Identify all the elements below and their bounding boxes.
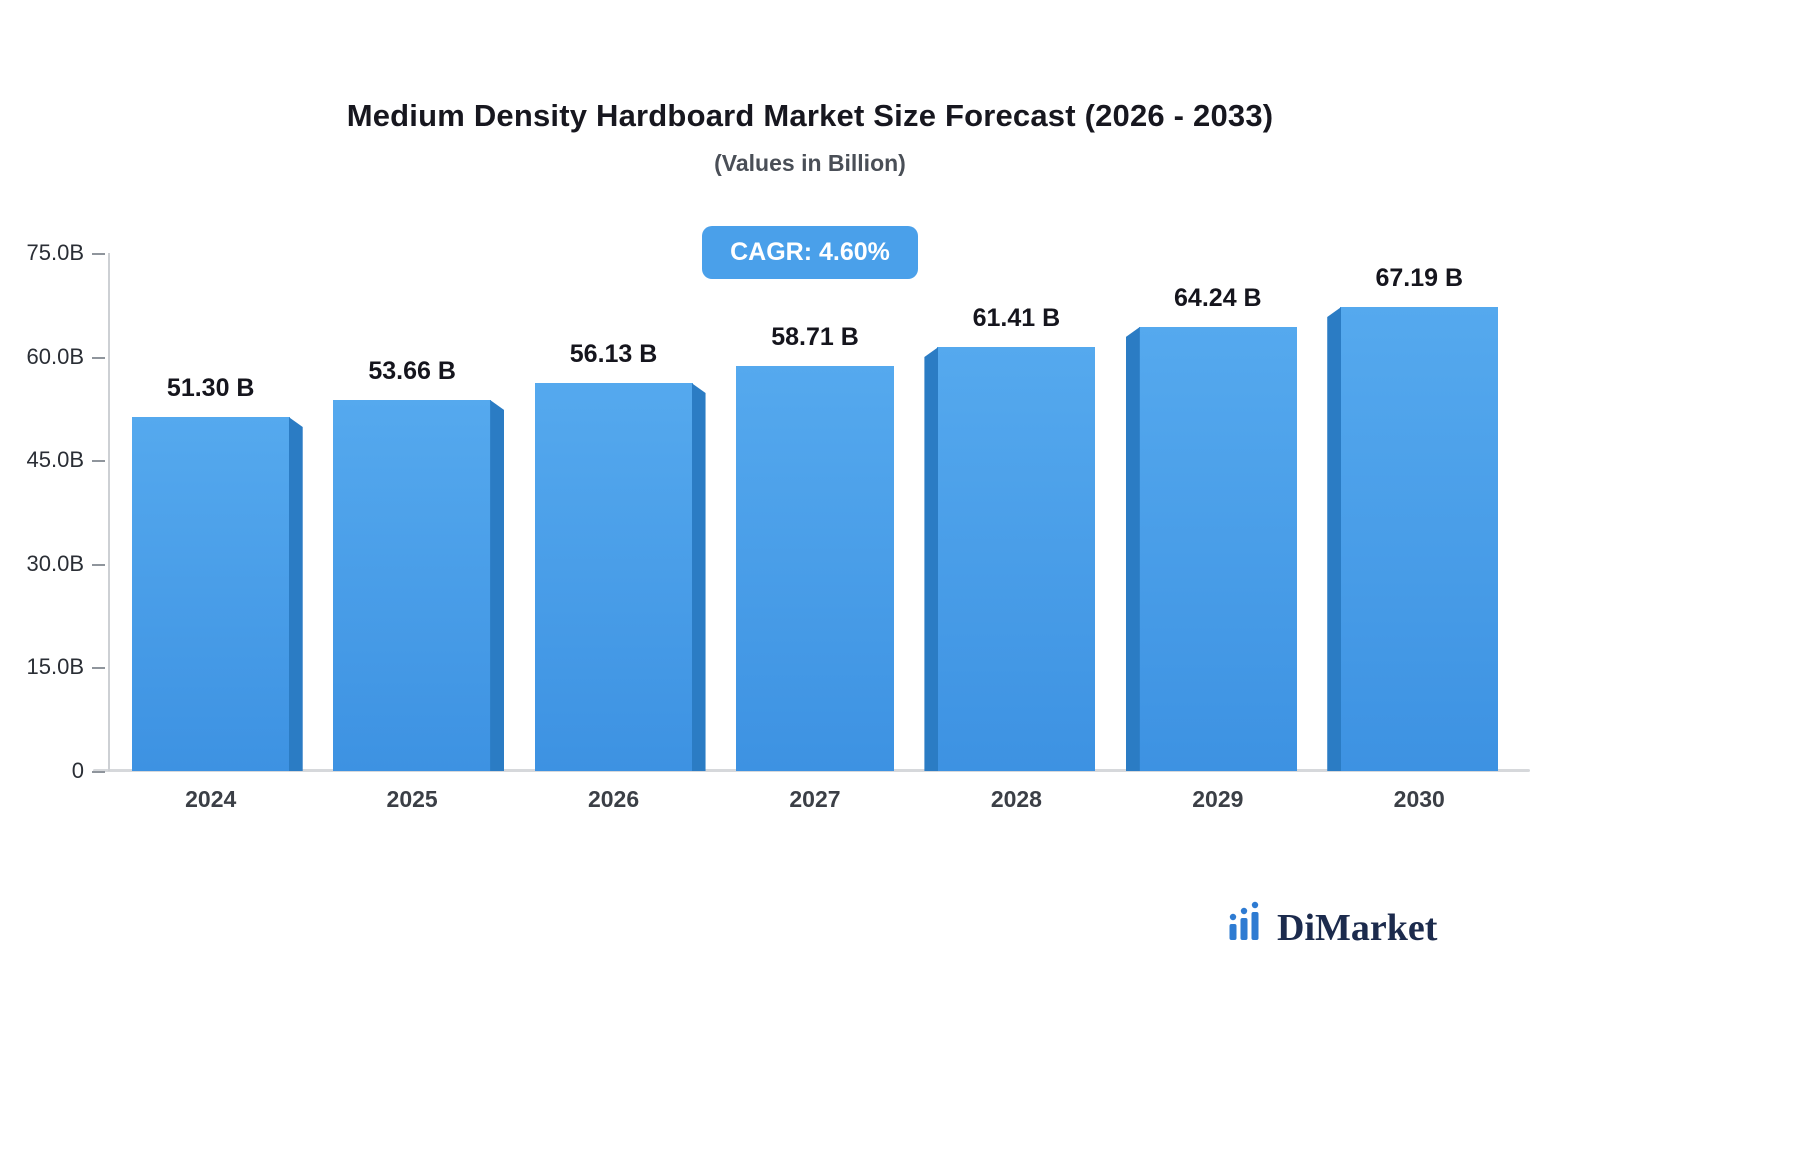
y-tick-mark	[92, 460, 105, 463]
bar-slot: 64.24 B	[1117, 253, 1318, 771]
x-axis-label: 2028	[990, 786, 1042, 812]
cagr-badge: CAGR: 4.60%	[702, 226, 918, 279]
bar-side-face	[288, 417, 303, 771]
bar-side-face	[1125, 327, 1140, 771]
chart-title: Medium Density Hardboard Market Size For…	[346, 98, 1274, 133]
y-tick-mark	[92, 667, 105, 670]
y-tick-label: 75.0B	[26, 240, 85, 265]
cagr-badge-row: CAGR: 4.60%	[0, 226, 1620, 279]
y-tick-label: 45.0B	[26, 447, 85, 473]
x-axis-label: 2024	[185, 786, 237, 812]
bar-slot: 61.41 B	[916, 253, 1117, 771]
bar-2025[interactable]	[333, 400, 505, 771]
plot-area: 75.0B 60.0B 45.0B 30.0B 15.0B 0 51.30 B 53.66 …	[27, 240, 1520, 783]
y-tick-mark	[92, 563, 105, 566]
bar-slot: 53.66 B	[311, 253, 512, 771]
bar-value-label: 53.66 B	[368, 357, 456, 385]
x-axis-label: 2027	[789, 786, 841, 812]
bar-2029[interactable]	[1125, 327, 1297, 771]
x-axis-label: 2025	[386, 786, 438, 812]
bar-slot: 67.19 B	[1319, 253, 1520, 771]
bar-2030[interactable]	[1327, 307, 1499, 771]
bar-value-label: 67.19 B	[1375, 264, 1464, 292]
bar-slot: 56.13 B	[513, 253, 714, 771]
bars-row: 51.30 B 53.66 B 56.13 B 58.71 B 61.41 B 64.24…	[110, 253, 1520, 771]
bar-side-face	[924, 347, 939, 771]
bar-2027[interactable]	[735, 366, 894, 771]
y-tick-label: 0	[71, 758, 84, 783]
dimarket-logo: DiMarket	[1225, 900, 1437, 947]
bar-side-face	[1327, 307, 1342, 771]
x-axis-label: 2030	[1393, 786, 1445, 812]
y-tick-mark	[92, 771, 105, 773]
y-tick-label: 15.0B	[26, 654, 85, 680]
bar-slot: 51.30 B	[110, 253, 311, 771]
bar-2026[interactable]	[534, 383, 706, 771]
y-axis-line	[108, 253, 110, 771]
x-axis-labels: 2024 2025 2026 2027 2028 2029 2030	[110, 786, 1520, 813]
bar-value-label: 56.13 B	[569, 340, 658, 368]
y-tick-mark	[92, 253, 105, 255]
bar-2028[interactable]	[924, 347, 1096, 771]
logo-text: DiMarket	[1277, 907, 1438, 949]
chart-subtitle: (Values in Billion)	[714, 150, 906, 176]
bar-slot: 58.71 B	[714, 253, 915, 771]
y-tick-label: 60.0B	[26, 343, 85, 369]
x-axis-label: 2029	[1192, 786, 1244, 812]
bar-side-face	[691, 383, 706, 771]
y-tick-mark	[92, 356, 105, 359]
bar-2024[interactable]	[131, 417, 303, 771]
bar-chart-dots-icon	[1225, 900, 1267, 947]
bar-value-label: 61.41 B	[972, 304, 1061, 332]
bar-value-label: 64.24 B	[1174, 284, 1262, 312]
bar-side-face	[490, 400, 505, 771]
x-axis-label: 2026	[587, 786, 640, 812]
bar-value-label: 51.30 B	[166, 374, 255, 402]
y-tick-label: 30.0B	[26, 550, 85, 576]
bar-value-label: 58.71 B	[771, 323, 859, 351]
